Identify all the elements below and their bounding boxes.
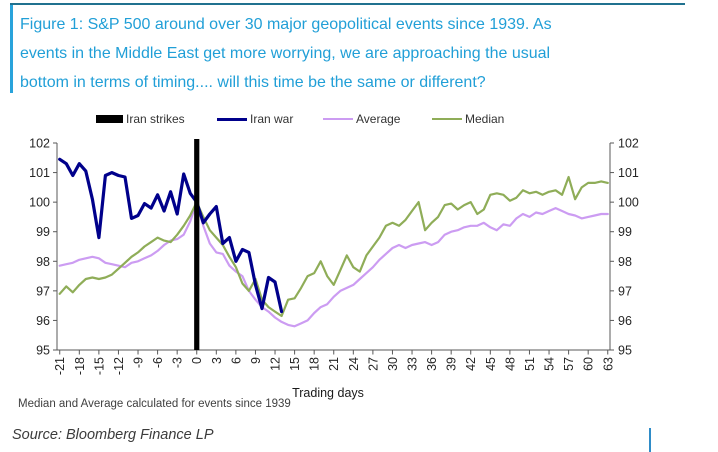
x-tick-label: -12 <box>112 357 126 375</box>
y-tick-label-right: 98 <box>618 255 632 269</box>
y-tick-label-left: 99 <box>36 225 50 239</box>
x-tick-label: 39 <box>445 357 459 371</box>
x-tick-label: 3 <box>210 357 224 364</box>
legend-item-iran-strikes: Iran strikes <box>96 111 185 127</box>
legend-swatch-iran-war <box>217 117 247 121</box>
x-tick-label: 54 <box>543 357 557 371</box>
x-tick-label: 18 <box>308 357 322 371</box>
x-tick-label: 15 <box>288 357 302 371</box>
legend-label: Iran war <box>250 112 294 126</box>
legend-label: Average <box>356 112 401 126</box>
x-tick-label: 0 <box>190 357 204 364</box>
figure-caption-line-3: bottom in terms of timing.... will this … <box>20 74 486 91</box>
event-bar-iran-strikes <box>194 139 200 350</box>
legend-label: Median <box>465 112 505 126</box>
x-tick-label: -6 <box>151 357 165 368</box>
x-tick-label: -18 <box>73 357 87 375</box>
legend-item-iran-war: Iran war <box>217 111 293 127</box>
x-axis-title: Trading days <box>292 386 364 400</box>
x-tick-label: 42 <box>464 357 478 371</box>
legend-label: Iran strikes <box>126 112 185 126</box>
x-tick-label: 51 <box>523 357 537 371</box>
corner-mark <box>649 428 651 452</box>
figure-caption: Figure 1: S&P 500 around over 30 major g… <box>20 10 660 97</box>
y-tick-label-left: 95 <box>36 344 50 358</box>
x-tick-label: 60 <box>582 357 596 371</box>
y-tick-label-left: 96 <box>36 314 50 328</box>
x-tick-label: -21 <box>53 357 67 375</box>
legend-swatch-median <box>432 117 462 121</box>
x-tick-label: 45 <box>484 357 498 371</box>
x-tick-label: -3 <box>171 357 185 368</box>
x-tick-label: 21 <box>327 357 341 371</box>
y-tick-label-right: 100 <box>618 196 639 210</box>
y-tick-label-right: 101 <box>618 166 639 180</box>
source-line: Source: Bloomberg Finance LP <box>12 427 214 443</box>
x-tick-label: 48 <box>503 357 517 371</box>
y-tick-label-right: 97 <box>618 284 632 298</box>
y-tick-label-left: 101 <box>29 166 50 180</box>
x-tick-label: -9 <box>132 357 146 368</box>
legend-item-median: Median <box>432 111 504 127</box>
series-iran-war <box>58 157 284 314</box>
figure-caption-line-1: Figure 1: S&P 500 around over 30 major g… <box>20 16 552 33</box>
x-tick-label: 57 <box>562 357 576 371</box>
y-tick-label-left: 97 <box>36 284 50 298</box>
figure-caption-line-2: events in the Middle East get more worry… <box>20 45 551 62</box>
y-tick-label-left: 98 <box>36 255 50 269</box>
x-tick-label: 24 <box>347 357 361 371</box>
x-tick-label: 30 <box>386 357 400 371</box>
x-tick-label: 63 <box>601 357 615 371</box>
x-tick-label: 33 <box>406 357 420 371</box>
title-accent-bar <box>10 5 13 93</box>
x-tick-label: 6 <box>229 357 243 364</box>
y-tick-label-right: 96 <box>618 314 632 328</box>
x-tick-label: 9 <box>249 357 263 364</box>
x-tick-label: 27 <box>366 357 380 371</box>
y-tick-label-right: 95 <box>618 344 632 358</box>
y-tick-label-left: 100 <box>29 196 50 210</box>
y-tick-label-right: 102 <box>618 137 639 151</box>
legend-item-average: Average <box>323 111 400 127</box>
chart-footnote: Median and Average calculated for events… <box>18 398 291 410</box>
y-tick-label-left: 102 <box>29 137 50 151</box>
y-tick-label-right: 99 <box>618 225 632 239</box>
chart-legend: Iran strikes Iran war Average Median <box>0 111 718 127</box>
x-tick-label: 12 <box>269 357 283 371</box>
legend-swatch-average <box>323 117 353 121</box>
top-rule <box>10 3 685 5</box>
x-tick-label: -15 <box>92 357 106 375</box>
series-average <box>58 201 609 328</box>
legend-swatch-iran-strikes <box>96 115 123 123</box>
x-tick-label: 36 <box>425 357 439 371</box>
series-median <box>58 175 609 318</box>
